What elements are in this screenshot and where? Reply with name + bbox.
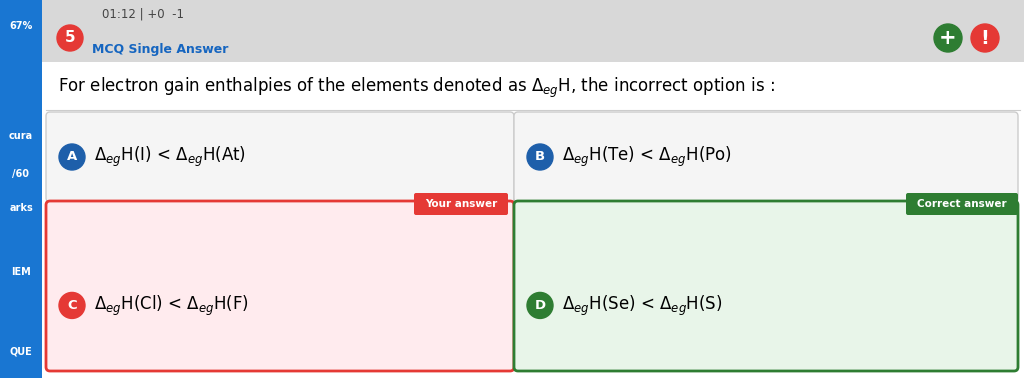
Text: $\Delta_{eg}$H(Se) < $\Delta_{eg}$H(S): $\Delta_{eg}$H(Se) < $\Delta_{eg}$H(S)	[562, 293, 723, 318]
Circle shape	[57, 25, 83, 51]
FancyBboxPatch shape	[514, 201, 1018, 371]
Text: D: D	[535, 299, 546, 312]
Circle shape	[59, 293, 85, 318]
Text: C: C	[68, 299, 77, 312]
FancyBboxPatch shape	[42, 62, 1024, 378]
Text: 67%: 67%	[9, 22, 33, 31]
Text: +: +	[939, 28, 956, 48]
Text: Correct answer: Correct answer	[918, 199, 1007, 209]
FancyBboxPatch shape	[46, 112, 514, 202]
FancyBboxPatch shape	[42, 0, 1024, 62]
Text: $\Delta_{eg}$H(Te) < $\Delta_{eg}$H(Po): $\Delta_{eg}$H(Te) < $\Delta_{eg}$H(Po)	[562, 145, 732, 169]
Text: For electron gain enthalpies of the elements denoted as $\Delta_{eg}$H, the inco: For electron gain enthalpies of the elem…	[58, 76, 775, 100]
Text: !: !	[981, 28, 989, 48]
Circle shape	[527, 144, 553, 170]
Circle shape	[934, 24, 962, 52]
Circle shape	[527, 293, 553, 318]
Text: B: B	[535, 150, 545, 164]
Text: arks: arks	[9, 203, 33, 213]
Text: MCQ Single Answer: MCQ Single Answer	[92, 43, 228, 56]
Text: A: A	[67, 150, 77, 164]
Text: cura: cura	[9, 131, 33, 141]
Text: /60: /60	[12, 169, 30, 179]
Text: $\Delta_{eg}$H(Cl) < $\Delta_{eg}$H(F): $\Delta_{eg}$H(Cl) < $\Delta_{eg}$H(F)	[94, 293, 249, 318]
FancyBboxPatch shape	[0, 0, 42, 378]
Text: Your answer: Your answer	[425, 199, 497, 209]
FancyBboxPatch shape	[514, 112, 1018, 202]
Text: $\Delta_{eg}$H(I) < $\Delta_{eg}$H(At): $\Delta_{eg}$H(I) < $\Delta_{eg}$H(At)	[94, 145, 246, 169]
Text: 5: 5	[65, 31, 76, 45]
FancyBboxPatch shape	[906, 193, 1018, 215]
FancyBboxPatch shape	[414, 193, 508, 215]
FancyBboxPatch shape	[46, 201, 514, 371]
Circle shape	[971, 24, 999, 52]
Text: 01:12 | +0  -1: 01:12 | +0 -1	[102, 8, 184, 20]
Text: QUE: QUE	[9, 347, 33, 356]
Circle shape	[59, 144, 85, 170]
Text: IEM: IEM	[11, 267, 31, 277]
